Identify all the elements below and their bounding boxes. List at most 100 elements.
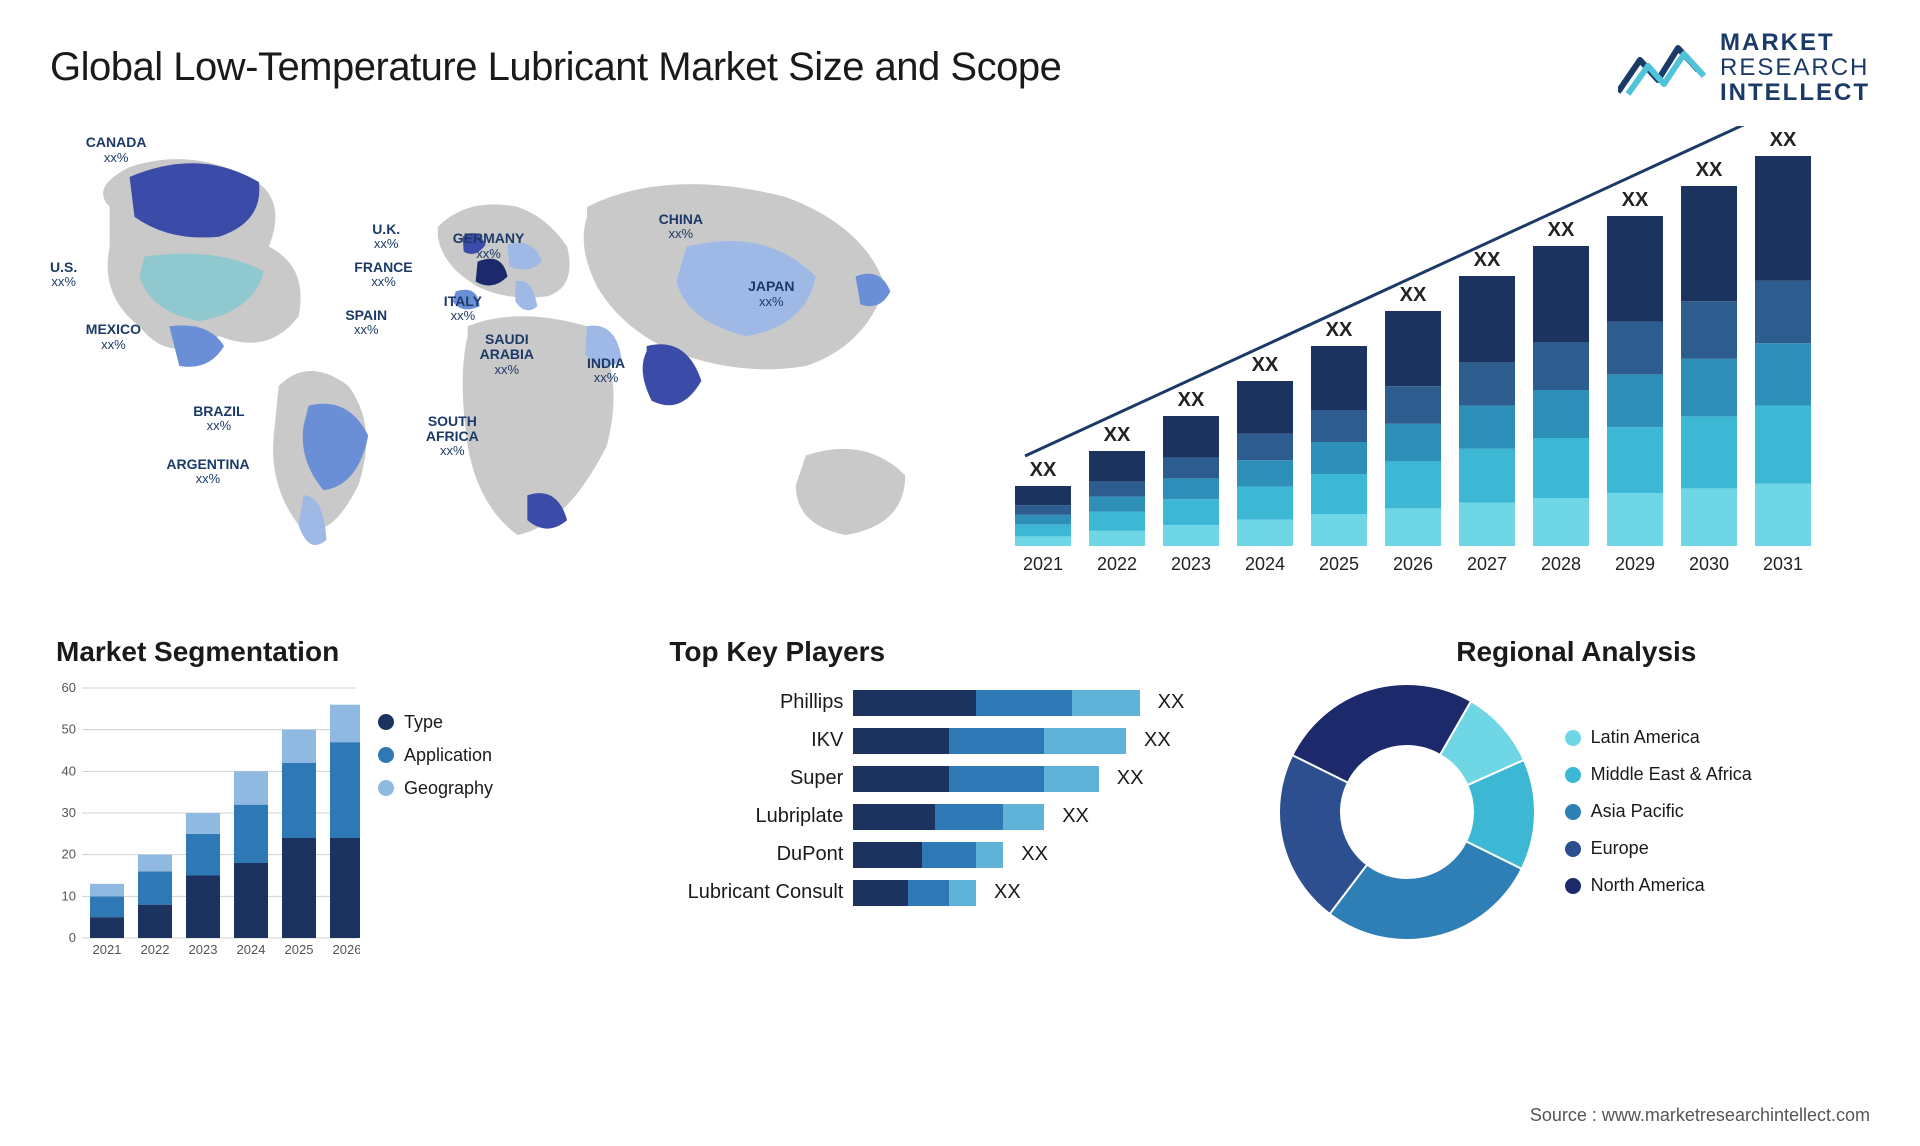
- svg-text:40: 40: [62, 763, 76, 778]
- regional-legend-middle-east-africa: Middle East & Africa: [1565, 764, 1752, 785]
- svg-text:2030: 2030: [1689, 554, 1729, 574]
- player-row-lubricant-consult: Lubricant Consult XX: [663, 880, 1256, 906]
- svg-text:2022: 2022: [141, 942, 170, 957]
- player-bar: [853, 880, 976, 906]
- map-label-u-k-: U.K.xx%: [372, 222, 400, 252]
- regional-legend-latin-america: Latin America: [1565, 727, 1752, 748]
- regional-body: Latin America Middle East & Africa Asia Pa…: [1277, 682, 1870, 942]
- svg-text:2021: 2021: [93, 942, 122, 957]
- svg-text:2026: 2026: [333, 942, 360, 957]
- svg-text:60: 60: [62, 682, 76, 695]
- player-label: Super: [663, 767, 843, 790]
- svg-text:0: 0: [69, 930, 76, 945]
- svg-text:XX: XX: [1252, 354, 1279, 376]
- logo-icon: [1618, 36, 1708, 100]
- svg-text:2023: 2023: [1171, 554, 1211, 574]
- svg-text:XX: XX: [1326, 319, 1353, 341]
- svg-text:30: 30: [62, 805, 76, 820]
- map-label-saudi-arabia: SAUDIARABIAxx%: [480, 332, 534, 377]
- players-section: Top Key Players PhillipsXXIKVXXSuperXXLu…: [663, 636, 1256, 996]
- logo-line3: INTELLECT: [1720, 80, 1870, 105]
- svg-text:10: 10: [62, 888, 76, 903]
- player-value: XX: [1021, 843, 1048, 866]
- svg-text:2025: 2025: [285, 942, 314, 957]
- trend-svg: 2021 XX 2022 XX 2023 XX 2024 XX 2025 XX 2026 XX 2027…: [975, 126, 1855, 596]
- player-label: Lubriplate: [663, 805, 843, 828]
- svg-text:2028: 2028: [1541, 554, 1581, 574]
- svg-text:2024: 2024: [237, 942, 266, 957]
- map-labels: CANADAxx%U.S.xx%MEXICOxx%BRAZILxx%ARGENT…: [50, 126, 945, 606]
- svg-text:20: 20: [62, 846, 76, 861]
- map-label-argentina: ARGENTINAxx%: [166, 457, 249, 487]
- svg-text:XX: XX: [1030, 459, 1057, 481]
- svg-text:2029: 2029: [1615, 554, 1655, 574]
- segmentation-legend-geography: Geography: [378, 778, 493, 799]
- regional-legend-asia-pacific: Asia Pacific: [1565, 801, 1752, 822]
- logo-text: MARKET RESEARCH INTELLECT: [1720, 30, 1870, 106]
- svg-text:2022: 2022: [1097, 554, 1137, 574]
- player-row-phillips: Phillips XX: [663, 690, 1256, 716]
- player-row-ikv: IKV XX: [663, 728, 1256, 754]
- players-body: PhillipsXXIKVXXSuperXXLubriplateXXDuPont…: [663, 682, 1256, 906]
- player-bar: [853, 766, 1098, 792]
- donut-svg: [1277, 682, 1537, 942]
- svg-text:XX: XX: [1548, 219, 1575, 241]
- players-title: Top Key Players: [663, 636, 1256, 668]
- map-label-china: CHINAxx%: [659, 212, 703, 242]
- player-bar: [853, 728, 1126, 754]
- svg-text:XX: XX: [1770, 129, 1797, 151]
- player-row-dupont: DuPont XX: [663, 842, 1256, 868]
- segmentation-legend-type: Type: [378, 712, 493, 733]
- player-label: Lubricant Consult: [663, 881, 843, 904]
- player-label: DuPont: [663, 843, 843, 866]
- player-label: IKV: [663, 729, 843, 752]
- segmentation-legend-application: Application: [378, 745, 493, 766]
- svg-text:2021: 2021: [1023, 554, 1063, 574]
- svg-text:XX: XX: [1474, 249, 1501, 271]
- regional-legend-europe: Europe: [1565, 838, 1752, 859]
- map-label-germany: GERMANYxx%: [453, 231, 525, 261]
- segmentation-title: Market Segmentation: [50, 636, 643, 668]
- map-label-south-africa: SOUTHAFRICAxx%: [426, 414, 479, 459]
- player-value: XX: [994, 881, 1021, 904]
- player-value: XX: [1144, 729, 1171, 752]
- svg-text:2025: 2025: [1319, 554, 1359, 574]
- svg-text:XX: XX: [1696, 159, 1723, 181]
- svg-text:XX: XX: [1104, 424, 1131, 446]
- svg-text:2026: 2026: [1393, 554, 1433, 574]
- player-row-lubriplate: LubriplateXX: [663, 804, 1256, 830]
- map-label-italy: ITALYxx%: [444, 294, 482, 324]
- world-map: CANADAxx%U.S.xx%MEXICOxx%BRAZILxx%ARGENT…: [50, 126, 945, 606]
- logo-line1: MARKET: [1720, 30, 1870, 55]
- regional-legend-north-america: North America: [1565, 875, 1752, 896]
- svg-text:2031: 2031: [1763, 554, 1803, 574]
- source-line: Source : www.marketresearchintellect.com: [1530, 1105, 1870, 1126]
- player-bar: [853, 690, 1139, 716]
- map-label-spain: SPAINxx%: [345, 308, 387, 338]
- svg-text:XX: XX: [1622, 189, 1649, 211]
- svg-text:XX: XX: [1178, 389, 1205, 411]
- map-label-japan: JAPANxx%: [748, 279, 794, 309]
- map-label-u-s-: U.S.xx%: [50, 260, 77, 290]
- svg-text:2023: 2023: [189, 942, 218, 957]
- regional-title: Regional Analysis: [1277, 636, 1870, 668]
- map-label-mexico: MEXICOxx%: [86, 322, 141, 352]
- segmentation-svg: 0 10 20 30 40 50 60 2021 2022 2023 2024 2025 2026: [50, 682, 360, 962]
- player-value: XX: [1158, 691, 1185, 714]
- segmentation-section: Market Segmentation 0 10 20 30 40 50 60 2021 202…: [50, 636, 643, 996]
- svg-text:50: 50: [62, 721, 76, 736]
- player-row-super: SuperXX: [663, 766, 1256, 792]
- svg-text:2027: 2027: [1467, 554, 1507, 574]
- trend-chart: 2021 XX 2022 XX 2023 XX 2024 XX 2025 XX 2026 XX 2027…: [975, 126, 1870, 606]
- player-label: Phillips: [663, 691, 843, 714]
- brand-logo: MARKET RESEARCH INTELLECT: [1618, 30, 1870, 106]
- map-label-france: FRANCExx%: [354, 260, 412, 290]
- regional-legend: Latin America Middle East & Africa Asia Pa…: [1565, 727, 1752, 896]
- bottom-row: Market Segmentation 0 10 20 30 40 50 60 2021 202…: [50, 636, 1870, 996]
- svg-text:2024: 2024: [1245, 554, 1285, 574]
- segmentation-body: 0 10 20 30 40 50 60 2021 2022 2023 2024 2025 2026 Ty…: [50, 682, 643, 962]
- svg-text:XX: XX: [1400, 284, 1427, 306]
- regional-section: Regional Analysis Latin America Middle Ea…: [1277, 636, 1870, 996]
- player-bar: [853, 804, 1044, 830]
- player-bar: [853, 842, 1003, 868]
